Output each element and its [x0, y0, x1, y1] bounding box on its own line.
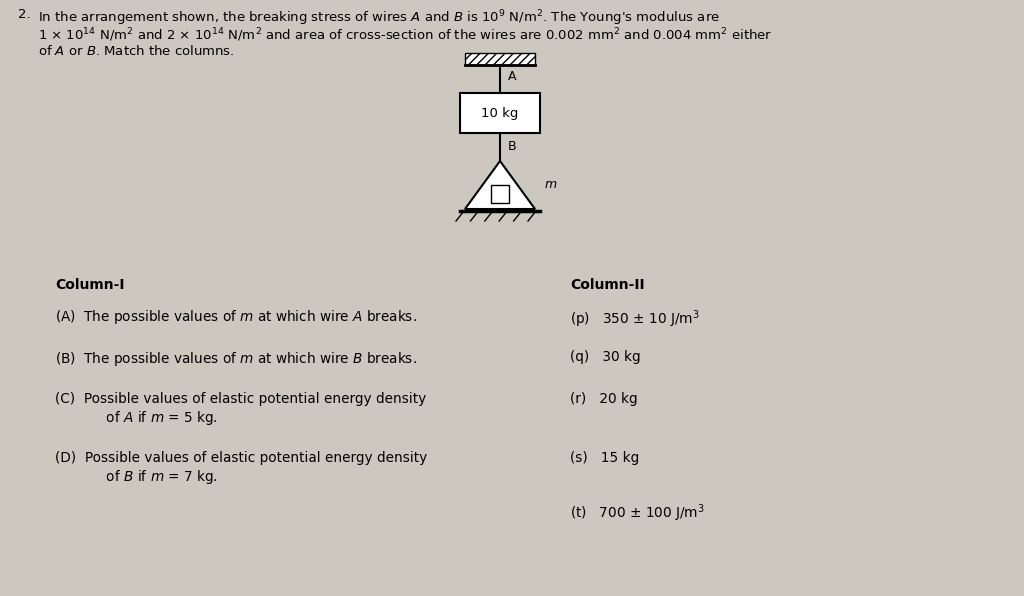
Text: B: B	[508, 141, 517, 154]
Text: (t)   700 $\pm$ 100 J/m$^3$: (t) 700 $\pm$ 100 J/m$^3$	[570, 502, 705, 524]
Text: (q)   30 kg: (q) 30 kg	[570, 350, 641, 364]
Text: 10 kg: 10 kg	[481, 107, 519, 120]
Text: Column-II: Column-II	[570, 278, 645, 292]
Bar	[465, 53, 535, 65]
Text: (A)  The possible values of $m$ at which wire $A$ breaks.: (A) The possible values of $m$ at which …	[55, 308, 417, 326]
Text: m: m	[545, 178, 557, 191]
Text: of $B$ if $m$ = 7 kg.: of $B$ if $m$ = 7 kg.	[80, 468, 218, 486]
Text: (D)  Possible values of elastic potential energy density: (D) Possible values of elastic potential…	[55, 451, 427, 465]
Polygon shape	[465, 161, 535, 209]
Text: In the arrangement shown, the breaking stress of wires $A$ and $B$ is 10$^9$ N/m: In the arrangement shown, the breaking s…	[38, 8, 720, 27]
Text: (p)   350 $\pm$ 10 J/m$^3$: (p) 350 $\pm$ 10 J/m$^3$	[570, 308, 699, 330]
Bar	[490, 185, 509, 203]
Text: A: A	[508, 70, 516, 83]
Text: (r)   20 kg: (r) 20 kg	[570, 392, 638, 406]
Bar	[460, 93, 540, 133]
Text: 2.: 2.	[18, 8, 31, 21]
Text: (B)  The possible values of $m$ at which wire $B$ breaks.: (B) The possible values of $m$ at which …	[55, 350, 417, 368]
Text: 1 $\times$ 10$^{14}$ N/m$^2$ and 2 $\times$ 10$^{14}$ N/m$^2$ and area of cross-: 1 $\times$ 10$^{14}$ N/m$^2$ and 2 $\tim…	[38, 26, 772, 44]
Text: of $A$ or $B$. Match the columns.: of $A$ or $B$. Match the columns.	[38, 44, 234, 58]
Text: (s)   15 kg: (s) 15 kg	[570, 451, 639, 465]
Text: of $A$ if $m$ = 5 kg.: of $A$ if $m$ = 5 kg.	[80, 409, 218, 427]
Text: Column-I: Column-I	[55, 278, 125, 292]
Text: (C)  Possible values of elastic potential energy density: (C) Possible values of elastic potential…	[55, 392, 426, 406]
